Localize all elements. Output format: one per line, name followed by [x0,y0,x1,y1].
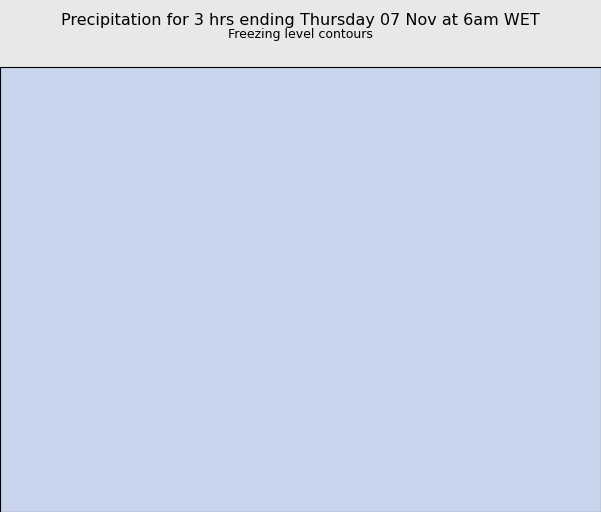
Text: Freezing level contours: Freezing level contours [228,28,373,41]
Text: Precipitation for 3 hrs ending Thursday 07 Nov at 6am WET: Precipitation for 3 hrs ending Thursday … [61,13,540,28]
